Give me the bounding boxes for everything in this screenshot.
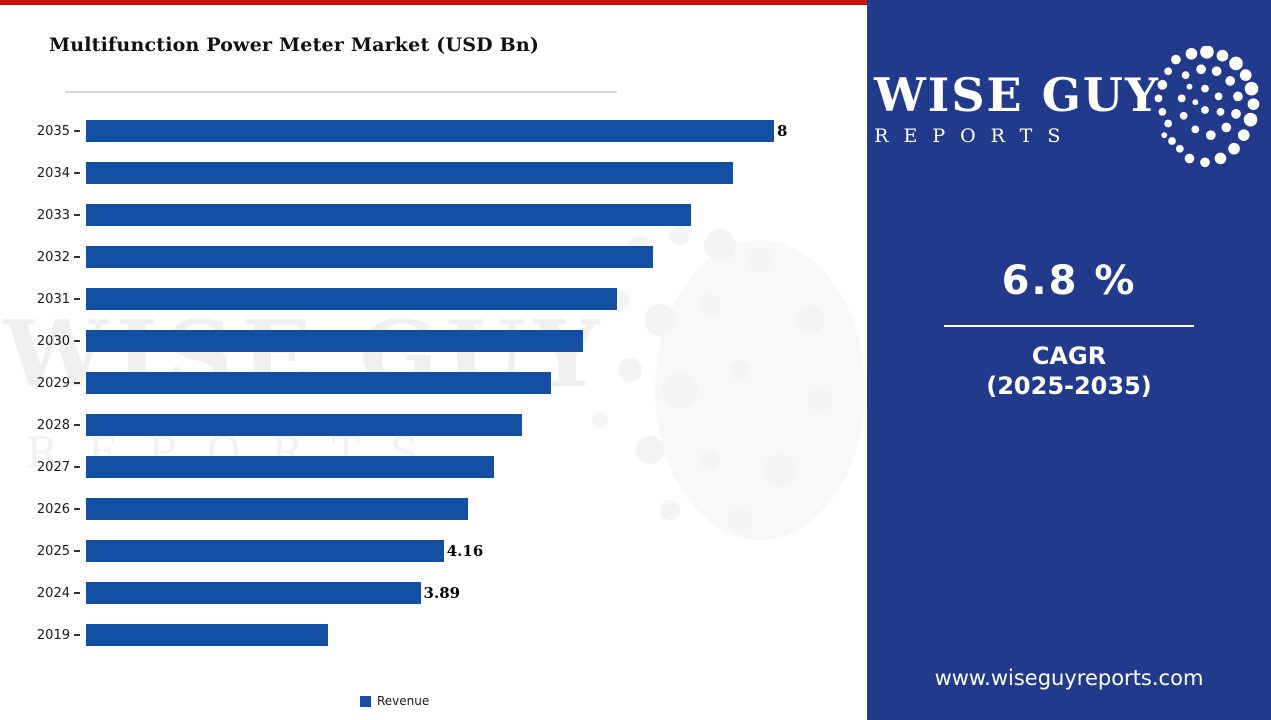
chart-title: Multifunction Power Meter Market (USD Bn… bbox=[49, 34, 540, 56]
cagr-divider bbox=[944, 325, 1194, 327]
revenue-bar bbox=[86, 624, 328, 646]
bar-track bbox=[86, 203, 860, 227]
y-axis-tick-label: 2026 bbox=[36, 501, 70, 517]
bar-track bbox=[86, 623, 860, 647]
bar-track bbox=[86, 413, 860, 437]
revenue-bar bbox=[86, 498, 468, 520]
logo-text: WISE GUY REPORTS bbox=[874, 67, 1160, 148]
bar-track: 4.16 bbox=[86, 539, 860, 563]
logo-subtitle: REPORTS bbox=[874, 125, 1076, 148]
cagr-value: 6.8 % bbox=[1001, 258, 1137, 304]
bar-track bbox=[86, 287, 860, 311]
y-axis-tick-label: 2019 bbox=[36, 627, 70, 643]
bar-row: 2028 bbox=[0, 404, 860, 446]
bar-row: 2031 bbox=[0, 278, 860, 320]
legend-swatch-icon bbox=[360, 695, 371, 707]
y-axis-tick bbox=[74, 508, 80, 510]
wiseguy-logo: WISE GUY REPORTS bbox=[867, 46, 1271, 172]
y-axis-tick-label: 2025 bbox=[36, 543, 70, 559]
y-axis-tick bbox=[74, 214, 80, 216]
bar-row: 2029 bbox=[0, 362, 860, 404]
y-axis-tick bbox=[74, 634, 80, 636]
y-axis-tick bbox=[74, 298, 80, 300]
revenue-bar bbox=[86, 288, 617, 310]
bar-row: 2035 8 bbox=[0, 110, 860, 152]
revenue-bar bbox=[86, 372, 552, 394]
y-axis-tick bbox=[74, 550, 80, 552]
bar-row: 2030 bbox=[0, 320, 860, 362]
y-axis-tick-label: 2031 bbox=[36, 291, 70, 307]
bar-value-label: 3.89 bbox=[423, 584, 461, 602]
cagr-label-line2: (2025-2035) bbox=[986, 372, 1152, 400]
bar-row: 2024 3.89 bbox=[0, 572, 860, 614]
bar-row: 2019 bbox=[0, 614, 860, 656]
revenue-bar bbox=[86, 540, 444, 562]
bar-row: 2033 bbox=[0, 194, 860, 236]
y-axis-tick-label: 2024 bbox=[36, 585, 70, 601]
y-axis-tick-label: 2027 bbox=[36, 459, 70, 475]
revenue-bar bbox=[86, 120, 774, 142]
legend-label: Revenue bbox=[377, 694, 430, 708]
bar-value-label: 8 bbox=[777, 122, 788, 140]
bar-track bbox=[86, 371, 860, 395]
bar-row: 2026 bbox=[0, 488, 860, 530]
y-axis-tick bbox=[74, 382, 80, 384]
revenue-bar bbox=[86, 456, 494, 478]
revenue-bar bbox=[86, 414, 523, 436]
top-red-stripe bbox=[0, 0, 867, 5]
revenue-bar bbox=[86, 330, 584, 352]
y-axis-tick-label: 2028 bbox=[36, 417, 70, 433]
y-axis-tick-label: 2030 bbox=[36, 333, 70, 349]
y-axis-tick-label: 2032 bbox=[36, 249, 70, 265]
bar-track: 3.89 bbox=[86, 581, 860, 605]
y-axis-tick-label: 2029 bbox=[36, 375, 70, 391]
revenue-bar bbox=[86, 582, 421, 604]
bar-rows: 2035 8 2034 2033 2032 2031 2030 2029 2028 2027 202… bbox=[0, 110, 860, 656]
revenue-bar bbox=[86, 162, 733, 184]
bar-track: 8 bbox=[86, 119, 860, 143]
bar-track bbox=[86, 245, 860, 269]
dotted-head-icon bbox=[1154, 46, 1260, 168]
y-axis-tick bbox=[74, 340, 80, 342]
bar-track bbox=[86, 455, 860, 479]
y-axis-tick bbox=[74, 592, 80, 594]
bar-row: 2025 4.16 bbox=[0, 530, 860, 572]
title-divider bbox=[65, 91, 617, 93]
y-axis-tick bbox=[74, 256, 80, 258]
legend: Revenue bbox=[360, 694, 429, 708]
chart-area: WISE GUY REPORTS Multifunction Power Met… bbox=[0, 0, 867, 708]
bar-track bbox=[86, 161, 860, 185]
y-axis-tick-label: 2034 bbox=[36, 165, 70, 181]
bar-row: 2032 bbox=[0, 236, 860, 278]
website-url: www.wiseguyreports.com bbox=[934, 666, 1204, 690]
y-axis-tick-label: 2035 bbox=[36, 123, 70, 139]
y-axis-tick bbox=[74, 424, 80, 426]
bar-track bbox=[86, 497, 860, 521]
brand-panel: WISE GUY REPORTS bbox=[867, 0, 1271, 720]
y-axis-tick bbox=[74, 130, 80, 132]
revenue-bar bbox=[86, 204, 692, 226]
y-axis-tick bbox=[74, 466, 80, 468]
bar-track bbox=[86, 329, 860, 353]
bar-value-label: 4.16 bbox=[446, 542, 484, 560]
cagr-label: CAGR (2025-2035) bbox=[867, 341, 1271, 401]
y-axis-tick bbox=[74, 172, 80, 174]
y-axis-tick-label: 2033 bbox=[36, 207, 70, 223]
bar-row: 2027 bbox=[0, 446, 860, 488]
logo-wordmark: WISE GUY bbox=[874, 67, 1160, 122]
bar-row: 2034 bbox=[0, 152, 860, 194]
cagr-label-line1: CAGR bbox=[1031, 342, 1107, 370]
revenue-bar bbox=[86, 246, 653, 268]
